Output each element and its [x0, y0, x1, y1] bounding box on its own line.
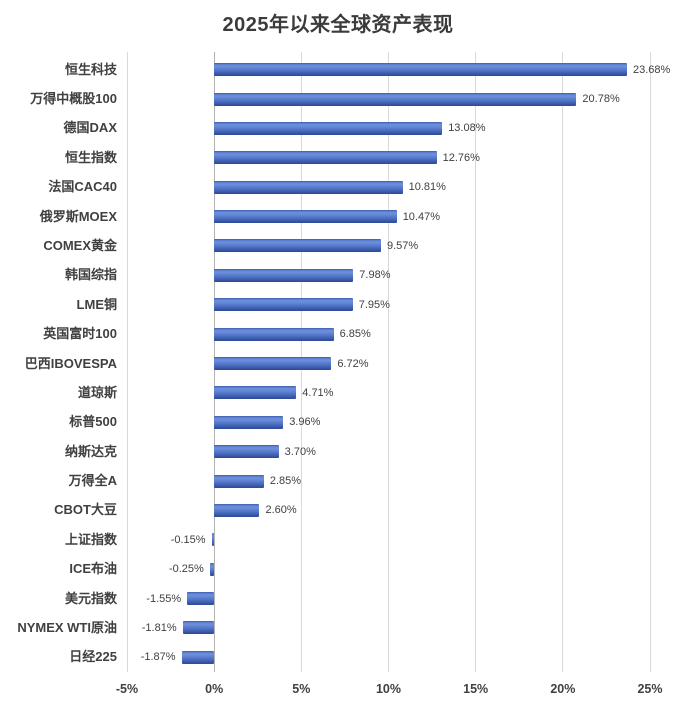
bar — [214, 151, 437, 165]
bar — [182, 621, 215, 635]
bar — [214, 239, 381, 253]
bar — [214, 210, 397, 224]
value-label: 2.60% — [265, 504, 297, 517]
bar — [214, 445, 279, 459]
category-label: ICE布油 — [69, 561, 117, 577]
bar — [214, 503, 260, 517]
x-axis-tick-label: 5% — [292, 682, 311, 696]
category-label: 俄罗斯MOEX — [39, 208, 117, 224]
gridline — [562, 52, 564, 672]
category-label: 道琼斯 — [77, 384, 117, 400]
bar — [214, 92, 577, 106]
value-label: 6.85% — [339, 328, 371, 341]
value-label: 2.85% — [269, 475, 302, 488]
category-label: 标普500 — [69, 414, 117, 430]
bar — [214, 327, 334, 341]
bar — [214, 386, 297, 400]
x-axis-tick-label: 25% — [637, 682, 663, 696]
value-label: 13.08% — [448, 122, 486, 135]
chart-title: 2025年以来全球资产表现 — [222, 14, 454, 36]
value-label: 20.78% — [582, 93, 620, 106]
bar — [214, 298, 353, 312]
value-label: 9.57% — [387, 239, 419, 252]
gridline — [388, 52, 389, 672]
category-label: NYMEX WTI原油 — [17, 619, 117, 635]
category-label: 巴西IBOVESPA — [24, 355, 117, 371]
gridline — [475, 52, 477, 672]
bar — [214, 63, 627, 77]
value-label: 23.68% — [632, 63, 671, 76]
category-label: 英国富时100 — [43, 326, 117, 342]
gridline — [649, 52, 651, 672]
category-label: 美元指数 — [64, 590, 117, 606]
bar — [209, 562, 215, 576]
bar — [214, 121, 443, 135]
value-label: -1.55% — [146, 592, 182, 605]
value-label: -1.81% — [141, 621, 177, 634]
value-label: 4.71% — [302, 386, 334, 399]
category-label: 万得中概股100 — [30, 91, 117, 107]
x-axis-tick-label: -5% — [115, 682, 139, 696]
value-label: 3.96% — [289, 416, 321, 429]
value-label: -0.25% — [168, 563, 204, 576]
gridline — [126, 52, 128, 672]
category-label: CBOT大豆 — [54, 502, 117, 518]
value-label: 3.70% — [284, 445, 316, 458]
value-label: -1.87% — [140, 651, 176, 664]
category-label: 恒生科技 — [64, 61, 117, 77]
category-label: 恒生指数 — [64, 149, 117, 165]
category-label: 日经225 — [69, 649, 117, 665]
category-label: 万得全A — [68, 473, 117, 489]
category-label: 法国CAC40 — [48, 179, 117, 195]
category-label: LME铜 — [76, 296, 117, 312]
value-label: -0.15% — [170, 533, 206, 546]
x-axis-tick-label: 0% — [205, 682, 224, 696]
bar — [214, 180, 403, 194]
value-label: 12.76% — [442, 151, 480, 164]
category-label: COMEX黄金 — [43, 237, 117, 253]
value-label: 10.47% — [402, 210, 440, 223]
bar — [214, 474, 264, 488]
category-label: 韩国综指 — [64, 267, 117, 283]
bar — [187, 592, 215, 606]
bar — [214, 415, 284, 429]
bar — [181, 650, 215, 664]
x-axis-tick-label: 15% — [463, 682, 489, 696]
category-label: 纳斯达克 — [64, 443, 117, 459]
bar — [211, 533, 215, 547]
value-label: 7.95% — [358, 298, 390, 311]
bar — [214, 268, 354, 282]
x-axis-tick-label: 20% — [550, 682, 576, 696]
value-label: 7.98% — [359, 269, 391, 282]
value-label: 10.81% — [408, 181, 446, 194]
category-label: 上证指数 — [64, 531, 117, 547]
x-axis-tick-label: 10% — [375, 682, 402, 696]
bar — [214, 357, 332, 370]
value-label: 6.72% — [337, 357, 369, 370]
category-label: 德国DAX — [63, 120, 117, 136]
